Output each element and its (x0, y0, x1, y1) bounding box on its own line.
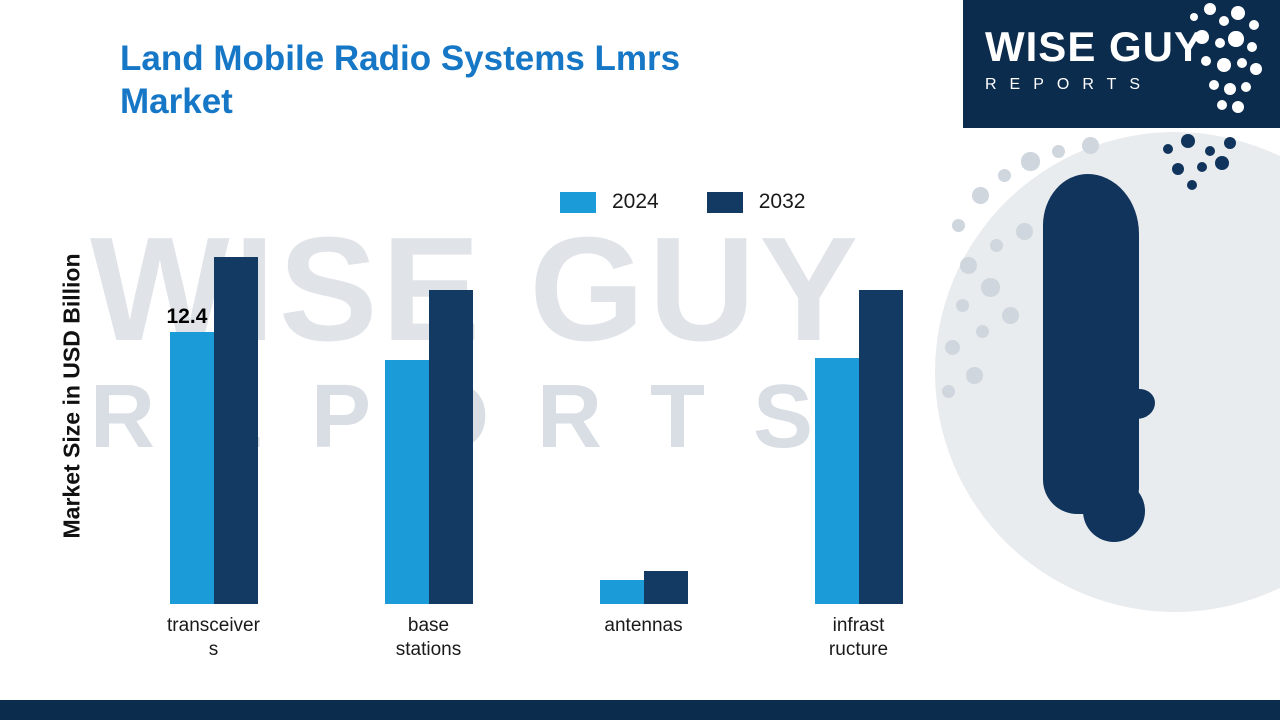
legend-item-2032: 2032 (706, 190, 806, 214)
page-title: Land Mobile Radio Systems Lmrs Market (120, 39, 681, 121)
bar-chart: 12.4 transceiver s base stations antennas in… (106, 220, 966, 660)
bar-group-transceivers: 12.4 transceiver s (106, 220, 321, 660)
legend-item-2024: 2024 (560, 190, 659, 214)
bar-2024-infrastructure (814, 358, 859, 604)
bar-group-base-stations: base stations (321, 220, 536, 660)
background-head-graphic (935, 132, 1280, 612)
chart-legend: 2024 2032 (560, 190, 805, 214)
logo-wiseguy-text: WISE GUY (985, 23, 1204, 70)
bar-2032-infrastructure (858, 290, 903, 604)
bar-2024-antennas (599, 580, 644, 604)
bar-group-antennas: antennas (536, 220, 751, 636)
legend-label-2024: 2024 (612, 190, 659, 213)
legend-label-2032: 2032 (758, 190, 806, 213)
logo-head-dots-icon (963, 0, 969, 6)
bar-2032-transceivers (213, 257, 258, 604)
bar-2024-transceivers: 12.4 (167, 305, 214, 604)
bar-2032-antennas (643, 571, 688, 604)
face-silhouette-icon (1043, 174, 1155, 542)
decorative-dots-gray (935, 132, 942, 139)
category-label-antennas: antennas (604, 615, 683, 636)
category-label-transceivers: transceiver s (167, 615, 260, 660)
legend-swatch-2024 (560, 191, 596, 213)
category-label-infrastructure: infrast ructure (828, 615, 889, 660)
y-axis-label: Market Size in USD Billion (58, 253, 85, 539)
bar-value-label: 12.4 (166, 305, 208, 328)
category-label-base-stations: base stations (395, 615, 462, 660)
bar-group-infrastructure: infrast ructure (751, 220, 966, 660)
wiseguy-logo: WISE GUY REPORTS (963, 0, 1280, 128)
bar-2024-base-stations (384, 360, 429, 604)
bottom-bar (0, 700, 1280, 720)
legend-swatch-2032 (706, 191, 743, 213)
decorative-dots-navy (1155, 136, 1161, 142)
logo-reports-text: REPORTS (985, 76, 1154, 93)
bar-2032-base-stations (428, 290, 473, 604)
